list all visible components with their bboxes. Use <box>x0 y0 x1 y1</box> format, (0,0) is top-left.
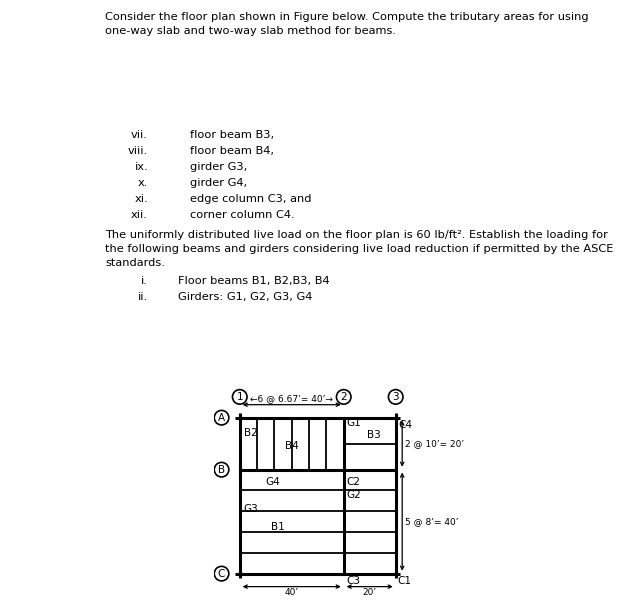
Text: C3: C3 <box>346 576 360 586</box>
Text: G4: G4 <box>266 477 281 488</box>
Text: one-way slab and two-way slab method for beams.: one-way slab and two-way slab method for… <box>105 26 396 36</box>
Circle shape <box>214 410 229 425</box>
Text: 2: 2 <box>341 392 347 402</box>
Text: Girders: G1, G2, G3, G4: Girders: G1, G2, G3, G4 <box>178 292 313 302</box>
Text: xii.: xii. <box>131 210 148 220</box>
Text: Floor beams B1, B2,B3, B4: Floor beams B1, B2,B3, B4 <box>178 276 329 286</box>
Text: G3: G3 <box>243 504 258 514</box>
Circle shape <box>336 390 351 404</box>
Text: The uniformly distributed live load on the floor plan is 60 lb/ft². Establish th: The uniformly distributed live load on t… <box>105 230 608 240</box>
Text: x.: x. <box>138 178 148 188</box>
Text: 3: 3 <box>392 392 399 402</box>
Text: B4: B4 <box>285 442 299 451</box>
Text: i.: i. <box>141 276 148 286</box>
Text: floor beam B3,: floor beam B3, <box>190 130 274 140</box>
Text: B1: B1 <box>271 522 285 532</box>
Text: B2: B2 <box>243 428 257 438</box>
Text: viii.: viii. <box>128 146 148 156</box>
Text: 20’: 20’ <box>363 588 377 597</box>
Text: ii.: ii. <box>138 292 148 302</box>
Circle shape <box>388 390 403 404</box>
Text: corner column C4.: corner column C4. <box>190 210 295 220</box>
Circle shape <box>233 390 247 404</box>
Text: G1: G1 <box>346 418 361 428</box>
Text: C1: C1 <box>397 576 411 586</box>
Text: A: A <box>218 413 225 423</box>
Text: ←6 @ 6.67’= 40’→: ←6 @ 6.67’= 40’→ <box>250 394 333 403</box>
Text: B: B <box>218 465 225 475</box>
Circle shape <box>214 566 229 581</box>
Circle shape <box>214 462 229 477</box>
Text: vii.: vii. <box>131 130 148 140</box>
Text: ix.: ix. <box>134 162 148 172</box>
Text: 5 @ 8’= 40’: 5 @ 8’= 40’ <box>405 517 458 526</box>
Text: C: C <box>218 569 225 579</box>
Text: the following beams and girders considering live load reduction if permitted by : the following beams and girders consider… <box>105 244 613 254</box>
Text: Consider the floor plan shown in Figure below. Compute the tributary areas for u: Consider the floor plan shown in Figure … <box>105 12 588 22</box>
Text: C2: C2 <box>346 477 360 488</box>
Text: girder G3,: girder G3, <box>190 162 247 172</box>
Text: standards.: standards. <box>105 258 165 268</box>
Text: C4: C4 <box>398 420 412 430</box>
Text: G2: G2 <box>346 491 361 501</box>
Text: 1: 1 <box>236 392 243 402</box>
Text: xi.: xi. <box>134 194 148 204</box>
Text: B3: B3 <box>367 430 381 440</box>
Text: 2 @ 10’= 20’: 2 @ 10’= 20’ <box>405 439 464 448</box>
Text: edge column C3, and: edge column C3, and <box>190 194 311 204</box>
Text: 40’: 40’ <box>285 588 299 597</box>
Text: girder G4,: girder G4, <box>190 178 247 188</box>
Text: floor beam B4,: floor beam B4, <box>190 146 274 156</box>
